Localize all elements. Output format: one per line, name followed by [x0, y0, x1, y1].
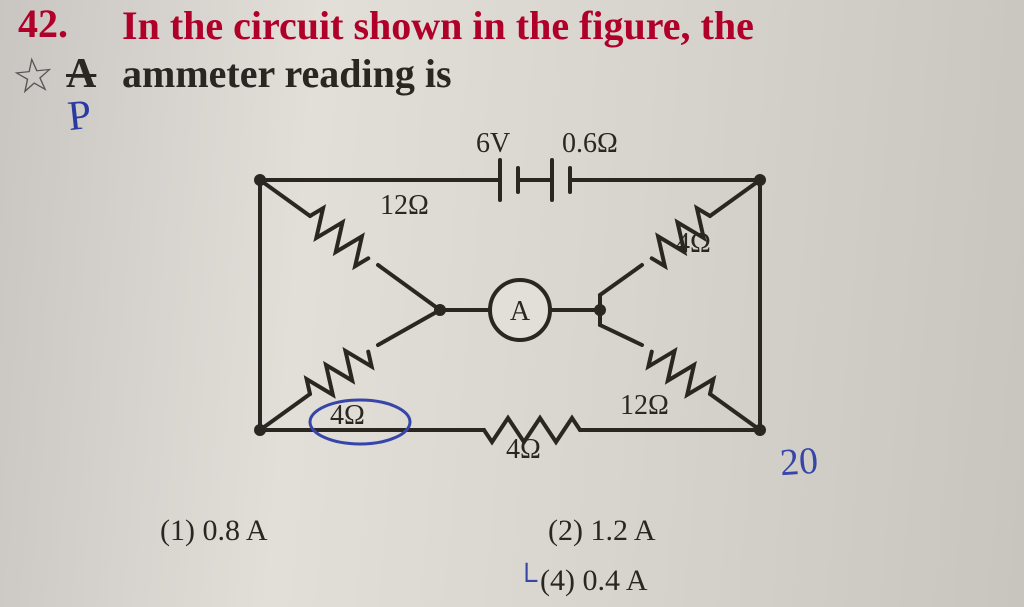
option-1: (1) 0.8 A: [160, 514, 268, 548]
label-r-bot-right: 12Ω: [620, 390, 669, 422]
ammeter-label: A: [510, 296, 531, 327]
star-annotation: ☆: [9, 46, 58, 106]
question-line2: ammeter reading is: [122, 50, 452, 97]
pen-mark-4-bracket: └: [516, 564, 537, 598]
option-2: (2) 1.2 A: [548, 514, 656, 548]
label-r-top-left: 12Ω: [380, 190, 429, 222]
handwritten-p: P: [66, 91, 94, 141]
label-internal-res: 0.6Ω: [562, 128, 618, 160]
pen-oval-4ohm: [300, 392, 420, 452]
question-number: 42.: [18, 0, 68, 47]
circuit-diagram: A 6V 0.6Ω 12Ω 4Ω 4Ω 12Ω 4Ω: [200, 120, 824, 490]
question-line1: In the circuit shown in the figure, the: [122, 2, 754, 49]
option-4: (4) 0.4 A: [540, 564, 648, 598]
page-root: 42. In the circuit shown in the figure, …: [0, 0, 1024, 607]
pen-scribble-20: 20: [779, 439, 820, 486]
label-r-bottom-mid: 4Ω: [506, 434, 541, 466]
label-voltage: 6V: [476, 128, 510, 160]
label-r-top-right: 4Ω: [676, 228, 711, 260]
